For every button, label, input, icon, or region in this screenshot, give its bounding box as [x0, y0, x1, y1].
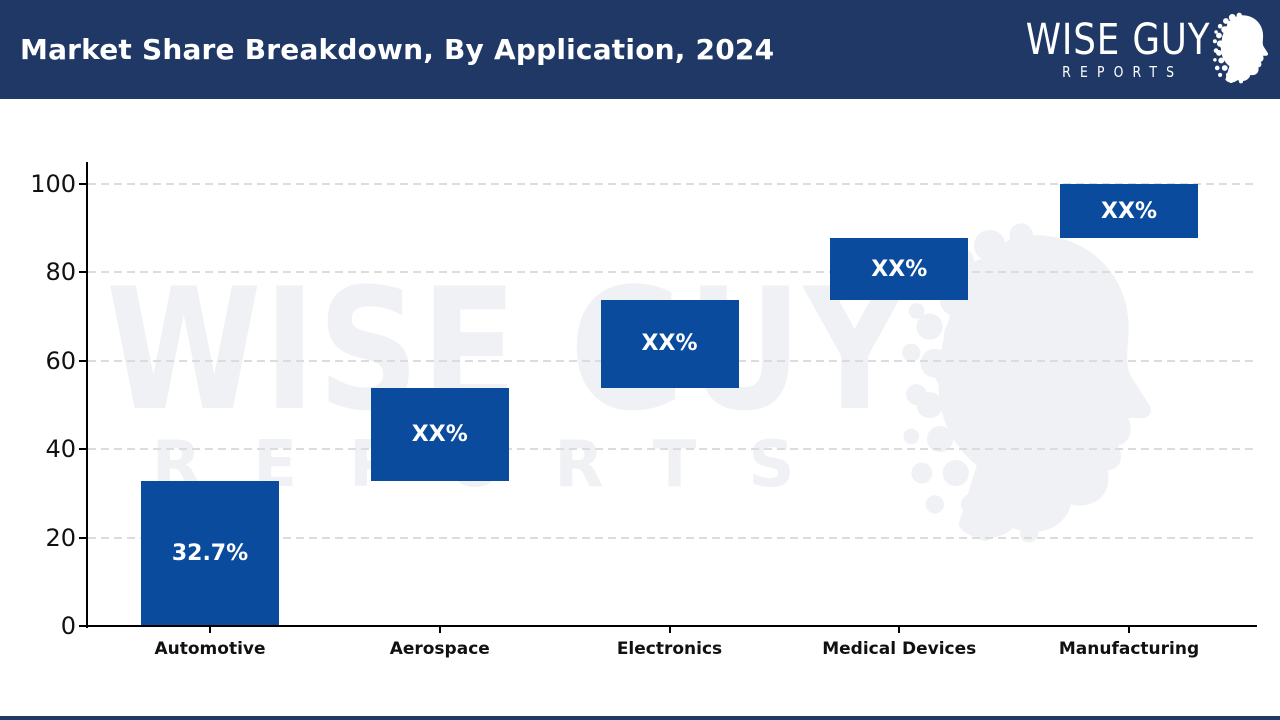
bar: 32.7% [141, 481, 279, 626]
footer-bar [0, 716, 1280, 720]
wiseguy-head-icon [1212, 12, 1269, 84]
y-gridline [88, 271, 1255, 274]
x-axis-category-label: Electronics [616, 639, 723, 659]
bar-value-label: XX% [871, 256, 928, 282]
wiseguy-head-icon [1212, 11, 1270, 89]
bar-value-label: XX% [1101, 198, 1157, 224]
watermark-head-icon [893, 222, 1165, 562]
logo-subtext: REPORTS [1061, 63, 1183, 82]
page-title: Market Share Breakdown, By Application, … [20, 33, 775, 66]
y-axis-tick [79, 183, 87, 185]
bar: XX% [830, 238, 969, 300]
y-gridline [88, 536, 1255, 539]
bar-value-label: XX% [411, 422, 468, 448]
y-gridline [88, 448, 1255, 451]
y-axis-tick [79, 625, 87, 627]
logo-wordmark: WISE GUY [1025, 14, 1210, 65]
y-axis-tick [79, 271, 87, 274]
x-axis-tick [1128, 626, 1130, 633]
y-axis-tick-label: 20 [45, 523, 76, 552]
x-axis-category-label: Medical Devices [822, 639, 977, 659]
y-axis-tick-label: 0 [60, 612, 76, 640]
x-axis-category-label: Aerospace [389, 639, 490, 659]
x-axis-category-label: Automotive [154, 639, 266, 659]
y-axis-tick-label: 60 [45, 346, 76, 375]
watermark-head-icon [902, 223, 1151, 543]
logo-text: WISE GUY REPORTS [1025, 14, 1210, 82]
x-axis-category-label: Manufacturing [1058, 639, 1200, 659]
x-axis-line [86, 625, 1257, 627]
x-axis-tick [438, 626, 441, 633]
x-axis-tick [209, 626, 211, 633]
bar: XX% [1060, 184, 1198, 239]
wiseguy-logo: WISE GUY REPORTS [988, 7, 1270, 93]
y-axis-tick-label: 100 [30, 170, 76, 198]
y-axis-line [86, 162, 88, 628]
header: Market Share Breakdown, By Application, … [0, 0, 1280, 99]
y-axis-tick-label: 80 [45, 258, 76, 287]
bar-value-label: 32.7% [171, 541, 249, 567]
bar-value-label: XX% [641, 331, 698, 357]
y-gridline [88, 183, 1255, 185]
x-axis-tick [668, 626, 671, 633]
y-axis-tick [79, 359, 87, 362]
bar: XX% [600, 299, 739, 388]
x-axis-tick [898, 626, 901, 633]
y-axis-tick [79, 448, 87, 451]
bar: XX% [370, 387, 509, 482]
y-axis-tick-label: 40 [45, 435, 76, 464]
y-axis-tick [79, 536, 87, 539]
